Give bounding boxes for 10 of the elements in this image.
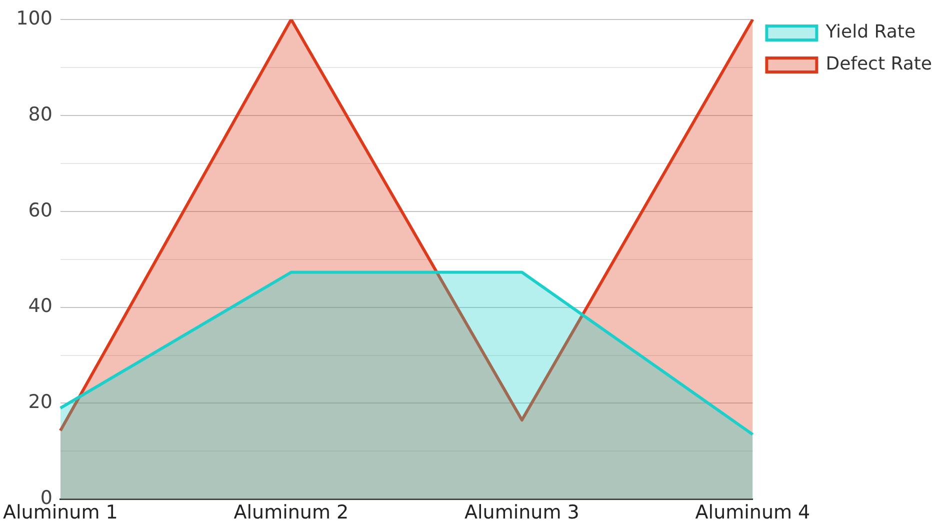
legend-label: Defect Rate: [826, 54, 932, 75]
x-tick-label: Aluminum 4: [695, 502, 810, 524]
legend-label: Yield Rate: [824, 22, 916, 43]
y-tick-label: 20: [28, 391, 52, 414]
x-tick-label: Aluminum 3: [464, 502, 580, 524]
y-tick-label: 80: [28, 103, 52, 126]
y-tick-label: 40: [28, 295, 52, 318]
y-tick-label: 100: [16, 7, 52, 30]
x-tick-label: Aluminum 2: [234, 502, 349, 524]
y-tick-label: 60: [28, 199, 52, 222]
